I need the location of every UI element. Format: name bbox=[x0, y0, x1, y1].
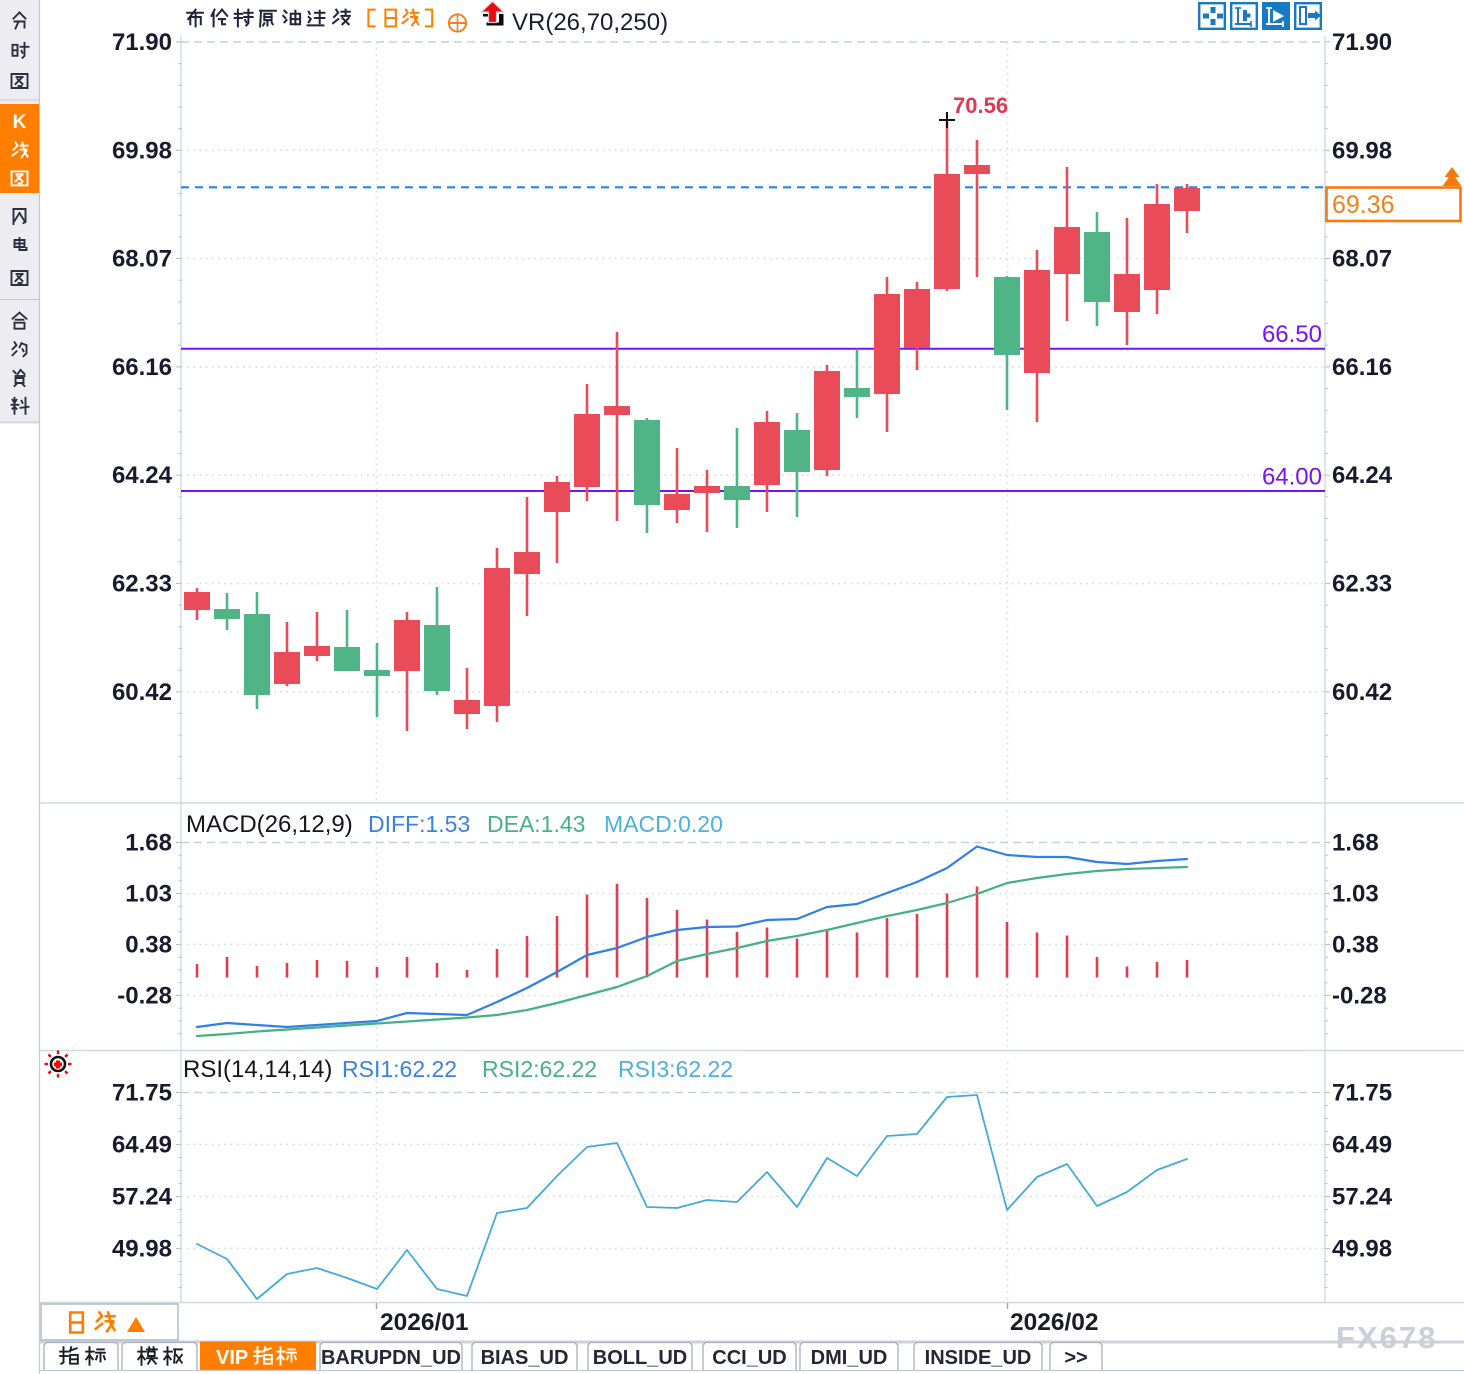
svg-text:66.16: 66.16 bbox=[112, 354, 172, 381]
svg-text:71.75: 71.75 bbox=[112, 1080, 172, 1107]
svg-text:64.49: 64.49 bbox=[112, 1132, 172, 1159]
svg-text:RSI(14,14,14): RSI(14,14,14) bbox=[183, 1056, 332, 1083]
svg-text:>>: >> bbox=[1064, 1347, 1087, 1369]
svg-text:49.98: 49.98 bbox=[112, 1236, 172, 1263]
svg-text:49.98: 49.98 bbox=[1332, 1236, 1392, 1263]
svg-text:BARUPDN_UD: BARUPDN_UD bbox=[321, 1347, 461, 1369]
svg-text:70.56: 70.56 bbox=[953, 93, 1008, 118]
svg-text:64.24: 64.24 bbox=[112, 462, 173, 489]
svg-text:RSI3:62.22: RSI3:62.22 bbox=[618, 1056, 733, 1082]
svg-text:69.98: 69.98 bbox=[112, 137, 172, 164]
svg-text:68.07: 68.07 bbox=[1332, 246, 1392, 273]
svg-text:62.33: 62.33 bbox=[112, 571, 172, 598]
svg-text:2026/01: 2026/01 bbox=[380, 1309, 469, 1336]
svg-text:64.00: 64.00 bbox=[1262, 464, 1322, 491]
svg-text:62.33: 62.33 bbox=[1332, 571, 1392, 598]
svg-text:0.38: 0.38 bbox=[1332, 932, 1379, 959]
svg-text:BOLL_UD: BOLL_UD bbox=[593, 1347, 687, 1369]
svg-text:64.24: 64.24 bbox=[1332, 462, 1393, 489]
svg-text:CCI_UD: CCI_UD bbox=[712, 1347, 786, 1369]
svg-text:MACD(26,12,9): MACD(26,12,9) bbox=[186, 811, 353, 838]
svg-text:69.36: 69.36 bbox=[1332, 191, 1395, 219]
svg-text:INSIDE_UD: INSIDE_UD bbox=[925, 1347, 1032, 1369]
svg-text:BIAS_UD: BIAS_UD bbox=[481, 1347, 569, 1369]
svg-text:DMI_UD: DMI_UD bbox=[811, 1347, 888, 1369]
svg-text:66.50: 66.50 bbox=[1262, 321, 1322, 348]
svg-text:2026/02: 2026/02 bbox=[1010, 1309, 1099, 1336]
svg-text:68.07: 68.07 bbox=[112, 246, 172, 273]
svg-text:64.49: 64.49 bbox=[1332, 1132, 1392, 1159]
svg-text:DEA:1.43: DEA:1.43 bbox=[487, 811, 585, 837]
svg-text:71.75: 71.75 bbox=[1332, 1080, 1392, 1107]
svg-text:1.68: 1.68 bbox=[1332, 830, 1379, 857]
svg-text:-0.28: -0.28 bbox=[1332, 983, 1387, 1010]
svg-text:DIFF:1.53: DIFF:1.53 bbox=[368, 811, 470, 837]
svg-text:69.98: 69.98 bbox=[1332, 137, 1392, 164]
svg-text:-0.28: -0.28 bbox=[117, 983, 172, 1010]
svg-text:57.24: 57.24 bbox=[1332, 1184, 1393, 1211]
svg-text:MACD:0.20: MACD:0.20 bbox=[604, 811, 723, 837]
svg-text:1.68: 1.68 bbox=[125, 830, 172, 857]
svg-text:66.16: 66.16 bbox=[1332, 354, 1392, 381]
svg-text:FX678: FX678 bbox=[1336, 1320, 1437, 1355]
svg-text:K: K bbox=[13, 112, 27, 133]
svg-text:RSI2:62.22: RSI2:62.22 bbox=[482, 1056, 597, 1082]
svg-text:60.42: 60.42 bbox=[1332, 679, 1392, 706]
svg-text:VIP: VIP bbox=[216, 1347, 248, 1369]
svg-text:RSI1:62.22: RSI1:62.22 bbox=[342, 1056, 457, 1082]
svg-text:71.90: 71.90 bbox=[1332, 29, 1392, 56]
svg-text:1.03: 1.03 bbox=[125, 881, 172, 908]
svg-text:0.38: 0.38 bbox=[125, 932, 172, 959]
svg-text:60.42: 60.42 bbox=[112, 679, 172, 706]
svg-text:VR(26,70,250): VR(26,70,250) bbox=[512, 9, 668, 36]
svg-text:71.90: 71.90 bbox=[112, 29, 172, 56]
svg-text:57.24: 57.24 bbox=[112, 1184, 173, 1211]
svg-text:1.03: 1.03 bbox=[1332, 881, 1379, 908]
